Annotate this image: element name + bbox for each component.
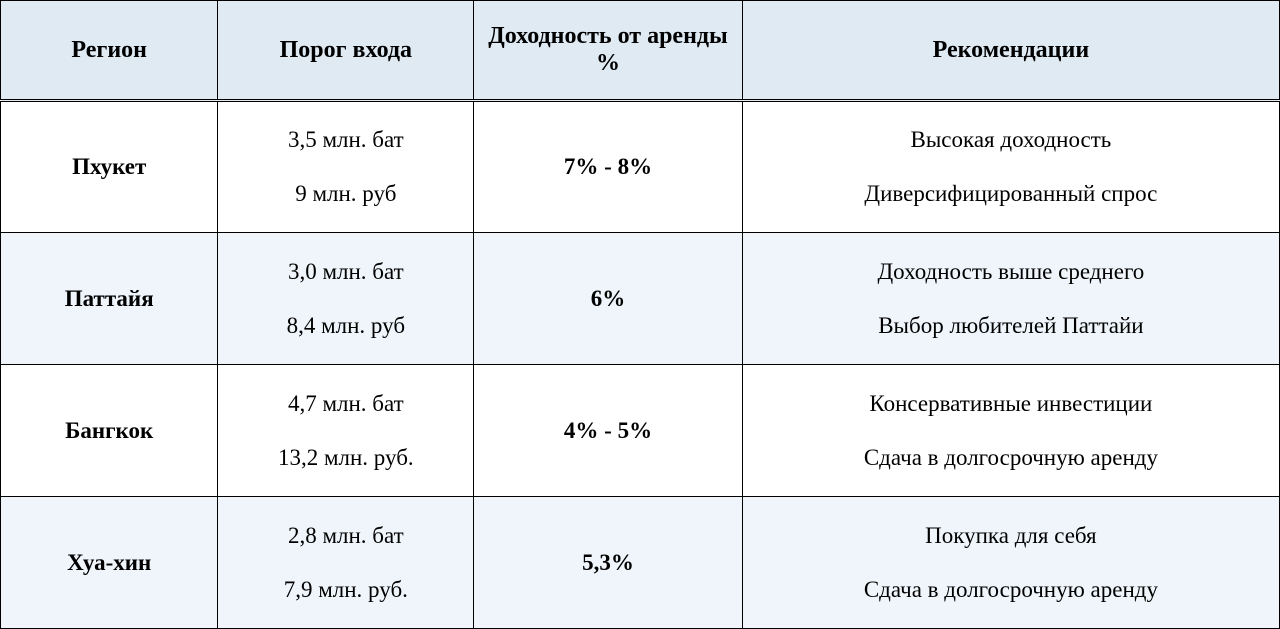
entry-line1: 4,7 млн. бат [288,390,404,418]
table-row: Хуа-хин 2,8 млн. бат 7,9 млн. руб. 5,3% … [1,497,1280,629]
cell-yield: 7% - 8% [474,101,743,233]
cell-yield: 6% [474,233,743,365]
entry-line1: 3,0 млн. бат [288,258,404,286]
cell-rec: Консервативные инвестиции Сдача в долгос… [742,365,1279,497]
cell-rec: Покупка для себя Сдача в долгосрочную ар… [742,497,1279,629]
rec-line2: Сдача в долгосрочную аренду [864,576,1158,604]
entry-line1: 3,5 млн. бат [288,126,404,154]
col-header-rec: Рекомендации [742,1,1279,101]
table-row: Паттайя 3,0 млн. бат 8,4 млн. руб 6% Дох… [1,233,1280,365]
table-row: Бангкок 4,7 млн. бат 13,2 млн. руб. 4% -… [1,365,1280,497]
rec-line2: Диверсифицированный спрос [864,180,1157,208]
cell-rec: Доходность выше среднего Выбор любителей… [742,233,1279,365]
table-row: Пхукет 3,5 млн. бат 9 млн. руб 7% - 8% В… [1,101,1280,233]
table-header-row: Регион Порог входа Доходность от аренды … [1,1,1280,101]
cell-rec: Высокая доходность Диверсифицированный с… [742,101,1279,233]
cell-entry: 4,7 млн. бат 13,2 млн. руб. [218,365,474,497]
rec-line2: Сдача в долгосрочную аренду [864,444,1158,472]
cell-region: Бангкок [1,365,218,497]
cell-entry: 3,0 млн. бат 8,4 млн. руб [218,233,474,365]
rec-line1: Покупка для себя [925,522,1096,550]
cell-yield: 5,3% [474,497,743,629]
entry-line2: 9 млн. руб [295,180,396,208]
cell-region: Пхукет [1,101,218,233]
cell-region: Паттайя [1,233,218,365]
cell-entry: 2,8 млн. бат 7,9 млн. руб. [218,497,474,629]
investment-table: Регион Порог входа Доходность от аренды … [0,0,1280,629]
rec-line1: Доходность выше среднего [877,258,1144,286]
cell-region: Хуа-хин [1,497,218,629]
col-header-yield: Доходность от аренды % [474,1,743,101]
cell-yield: 4% - 5% [474,365,743,497]
rec-line1: Высокая доходность [911,126,1112,154]
entry-line2: 8,4 млн. руб [287,312,405,340]
entry-line2: 13,2 млн. руб. [278,444,414,472]
col-header-entry: Порог входа [218,1,474,101]
cell-entry: 3,5 млн. бат 9 млн. руб [218,101,474,233]
entry-line1: 2,8 млн. бат [288,522,404,550]
col-header-region: Регион [1,1,218,101]
rec-line2: Выбор любителей Паттайи [878,312,1143,340]
rec-line1: Консервативные инвестиции [869,390,1152,418]
entry-line2: 7,9 млн. руб. [284,576,408,604]
